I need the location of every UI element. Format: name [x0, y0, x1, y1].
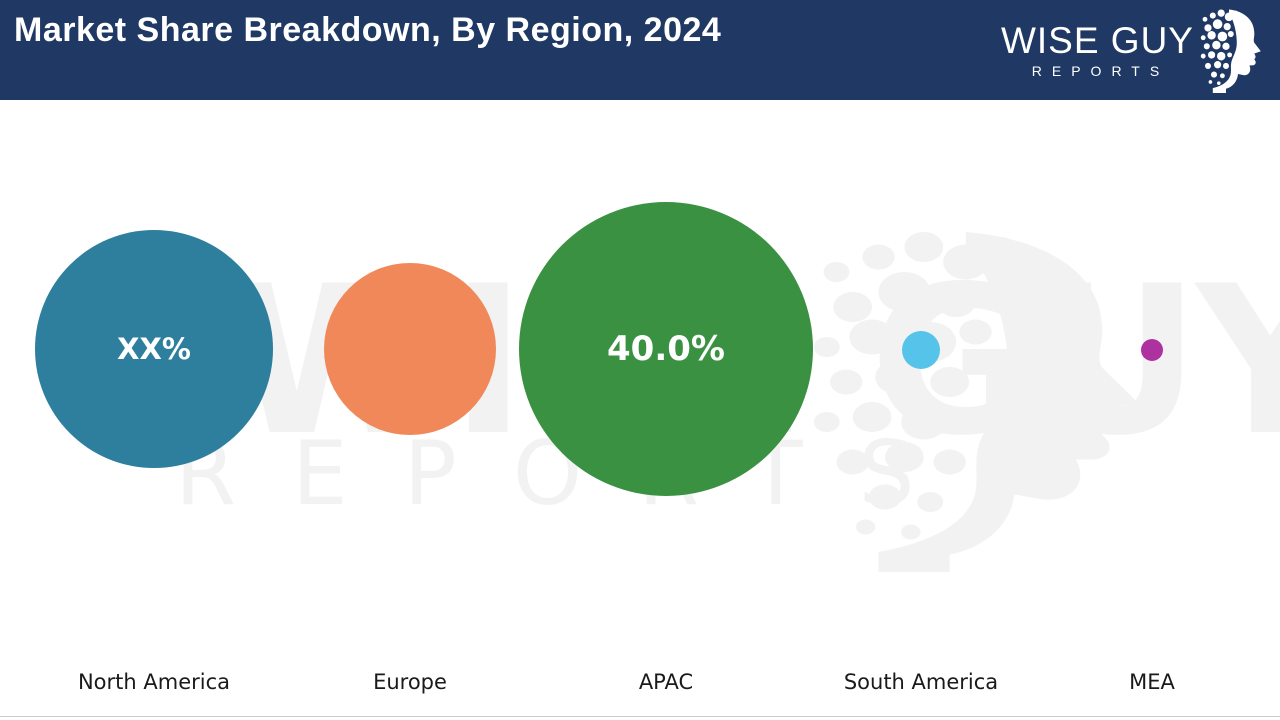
bottom-axis-line: [0, 716, 1280, 717]
bubble-chart: WISE GUY REPORTS XX% 40.0% North America…: [0, 100, 1280, 720]
category-label-south-america: South America: [843, 670, 999, 694]
bubble-south-america: [902, 331, 940, 369]
watermark-face-icon: [788, 222, 1176, 572]
bubble-value-label: XX%: [117, 332, 191, 366]
category-label-apac: APAC: [638, 670, 694, 694]
category-label-europe: Europe: [373, 670, 447, 694]
logo-subtitle: REPORTS: [1031, 63, 1170, 79]
category-label-north-america: North America: [77, 670, 231, 694]
chart-title: Market Share Breakdown, By Region, 2024: [14, 11, 722, 49]
logo-text: WISE GUY REPORTS: [1001, 22, 1194, 78]
bubble-value-label: 40.0%: [607, 329, 725, 369]
bubble-mea: [1141, 339, 1163, 361]
logo-name: WISE GUY: [1000, 20, 1194, 61]
bubble-north-america: XX%: [35, 230, 273, 468]
bubble-europe: [324, 263, 496, 435]
header-bar: Market Share Breakdown, By Region, 2024 …: [0, 0, 1280, 100]
bubble-apac: 40.0%: [519, 202, 813, 496]
wise-guy-face-icon: [1196, 7, 1268, 93]
category-label-mea: MEA: [1129, 670, 1175, 694]
wise-guy-logo: WISE GUY REPORTS: [1001, 4, 1268, 96]
